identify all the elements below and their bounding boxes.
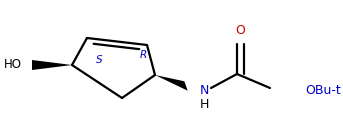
Text: H: H (200, 99, 209, 111)
Polygon shape (32, 60, 72, 70)
Text: S: S (96, 55, 102, 65)
Text: N: N (200, 84, 209, 97)
Text: OBu-t: OBu-t (305, 84, 341, 97)
Text: O: O (235, 24, 245, 38)
Text: HO: HO (4, 59, 22, 72)
Text: R: R (139, 50, 146, 60)
Polygon shape (155, 75, 188, 91)
